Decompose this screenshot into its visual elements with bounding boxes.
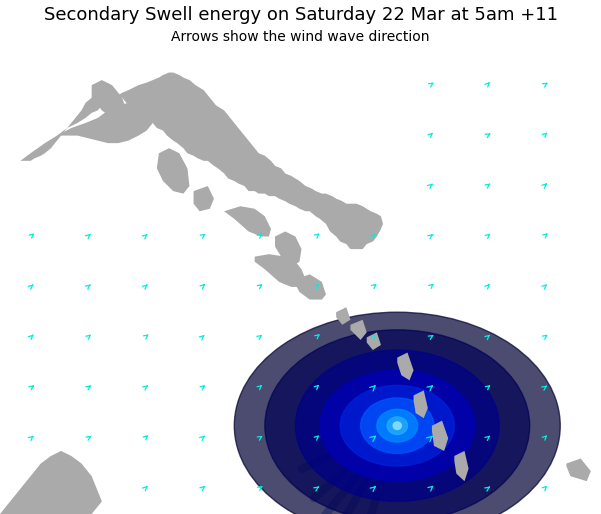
Ellipse shape — [320, 370, 475, 481]
Polygon shape — [432, 420, 448, 451]
Ellipse shape — [234, 312, 560, 514]
Polygon shape — [57, 103, 153, 143]
Polygon shape — [367, 333, 381, 350]
Polygon shape — [566, 458, 591, 481]
Polygon shape — [296, 274, 326, 300]
Polygon shape — [275, 231, 302, 267]
Ellipse shape — [265, 330, 529, 514]
Ellipse shape — [340, 386, 454, 466]
Ellipse shape — [387, 417, 407, 434]
Polygon shape — [255, 254, 305, 287]
Polygon shape — [350, 320, 367, 340]
Polygon shape — [0, 451, 102, 514]
Ellipse shape — [393, 422, 401, 430]
Ellipse shape — [361, 398, 434, 453]
Text: Arrows show the wind wave direction: Arrows show the wind wave direction — [171, 30, 430, 44]
Polygon shape — [92, 80, 126, 123]
Polygon shape — [413, 391, 428, 418]
Ellipse shape — [296, 350, 499, 501]
Ellipse shape — [377, 409, 418, 442]
Polygon shape — [20, 72, 383, 249]
Polygon shape — [397, 353, 413, 380]
Polygon shape — [224, 206, 271, 236]
Polygon shape — [454, 451, 469, 481]
Text: Secondary Swell energy on Saturday 22 Mar at 5am +11: Secondary Swell energy on Saturday 22 Ma… — [43, 6, 558, 24]
Polygon shape — [336, 307, 350, 325]
Polygon shape — [157, 148, 189, 194]
Polygon shape — [194, 186, 214, 211]
